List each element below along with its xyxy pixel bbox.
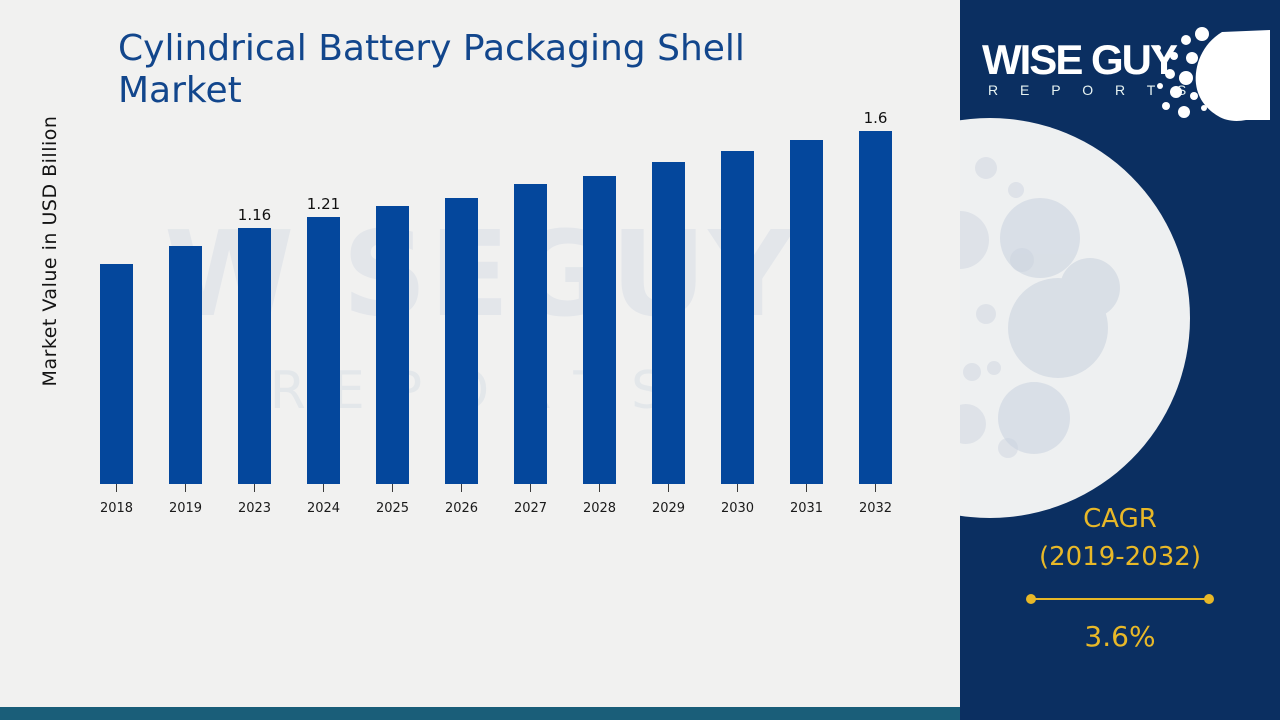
- bar-group: 1.16: [220, 188, 289, 484]
- x-axis-tick-label: 2027: [513, 501, 548, 516]
- bottom-accent-strip: [0, 707, 962, 720]
- bubble-circle-graphic: [960, 118, 1190, 518]
- cagr-period: (2019-2032): [1038, 542, 1201, 572]
- bar: [859, 131, 892, 484]
- logo-wordmark: WISE GUY: [982, 36, 1178, 83]
- x-axis-tick-label: 2026: [444, 501, 479, 516]
- x-axis-tick: [530, 484, 531, 492]
- bar: [376, 206, 409, 484]
- x-axis-tick: [254, 484, 255, 492]
- cagr-block: CAGR (2019-2032) 3.6%: [960, 500, 1280, 653]
- bar: [169, 246, 202, 484]
- cagr-divider: [1026, 594, 1214, 604]
- divider-dot-right: [1204, 594, 1214, 604]
- bar: [238, 228, 271, 484]
- chart-panel: WISEGUY REPORTS Cylindrical Battery Pack…: [0, 28, 962, 720]
- bar-group: [565, 136, 634, 484]
- bar-value-label: 1.6: [863, 109, 888, 127]
- bar-group: [151, 206, 220, 484]
- x-axis-tick: [392, 484, 393, 492]
- bar: [583, 176, 616, 484]
- cagr-value: 3.6%: [1084, 620, 1156, 653]
- bar-group: [496, 144, 565, 484]
- bar: [514, 184, 547, 484]
- bar-value-label: 1.16: [237, 206, 272, 224]
- x-axis-tick-label: 2018: [99, 501, 134, 516]
- bar-group: [427, 158, 496, 484]
- logo-dot-head-icon: [1155, 27, 1270, 121]
- brand-logo: WISE GUY R E P O R T S: [960, 27, 1280, 125]
- x-axis-tick: [323, 484, 324, 492]
- x-axis-tick: [668, 484, 669, 492]
- bubbles-icon: [960, 157, 1120, 458]
- bar-group: 1.21: [289, 177, 358, 484]
- x-axis-tick: [599, 484, 600, 492]
- bar-group: [358, 166, 427, 484]
- x-axis-tick-label: 2024: [306, 501, 341, 516]
- bar: [307, 217, 340, 484]
- bar-group: [772, 100, 841, 484]
- x-axis-tick-label: 2025: [375, 501, 410, 516]
- bar: [652, 162, 685, 484]
- x-axis-tick-label: 2031: [789, 501, 824, 516]
- bar-group: [82, 224, 151, 484]
- divider-line: [1031, 598, 1209, 600]
- bar-group: 1.6: [841, 91, 910, 484]
- x-axis-tick-label: 2023: [237, 501, 272, 516]
- x-axis-tick: [185, 484, 186, 492]
- x-axis-tick: [806, 484, 807, 492]
- cagr-label: CAGR: [1083, 504, 1157, 534]
- bar: [790, 140, 823, 484]
- x-axis-tick: [875, 484, 876, 492]
- x-axis-tick: [737, 484, 738, 492]
- x-axis-tick-label: 2029: [651, 501, 686, 516]
- bar-group: [703, 111, 772, 484]
- x-axis-tick-label: 2032: [858, 501, 893, 516]
- bar-group: [634, 122, 703, 484]
- x-axis-tick-label: 2030: [720, 501, 755, 516]
- bar: [721, 151, 754, 484]
- y-axis-label: Market Value in USD Billion: [39, 115, 61, 387]
- bar: [100, 264, 133, 484]
- x-axis-tick: [461, 484, 462, 492]
- x-axis-tick-label: 2019: [168, 501, 203, 516]
- bar: [445, 198, 478, 484]
- logo-tagline: R E P O R T S: [988, 82, 1196, 98]
- x-axis-tick: [116, 484, 117, 492]
- bar-value-label: 1.21: [306, 195, 341, 213]
- page-title: Cylindrical Battery Packaging Shell Mark…: [118, 28, 745, 111]
- brand-panel: WISE GUY R E P O R T S: [960, 0, 1280, 720]
- x-axis-tick-label: 2028: [582, 501, 617, 516]
- bar-chart-plot: 2018 2019 1.16 2023 1.21 2024 2025 2026 2027 2028…: [70, 109, 900, 620]
